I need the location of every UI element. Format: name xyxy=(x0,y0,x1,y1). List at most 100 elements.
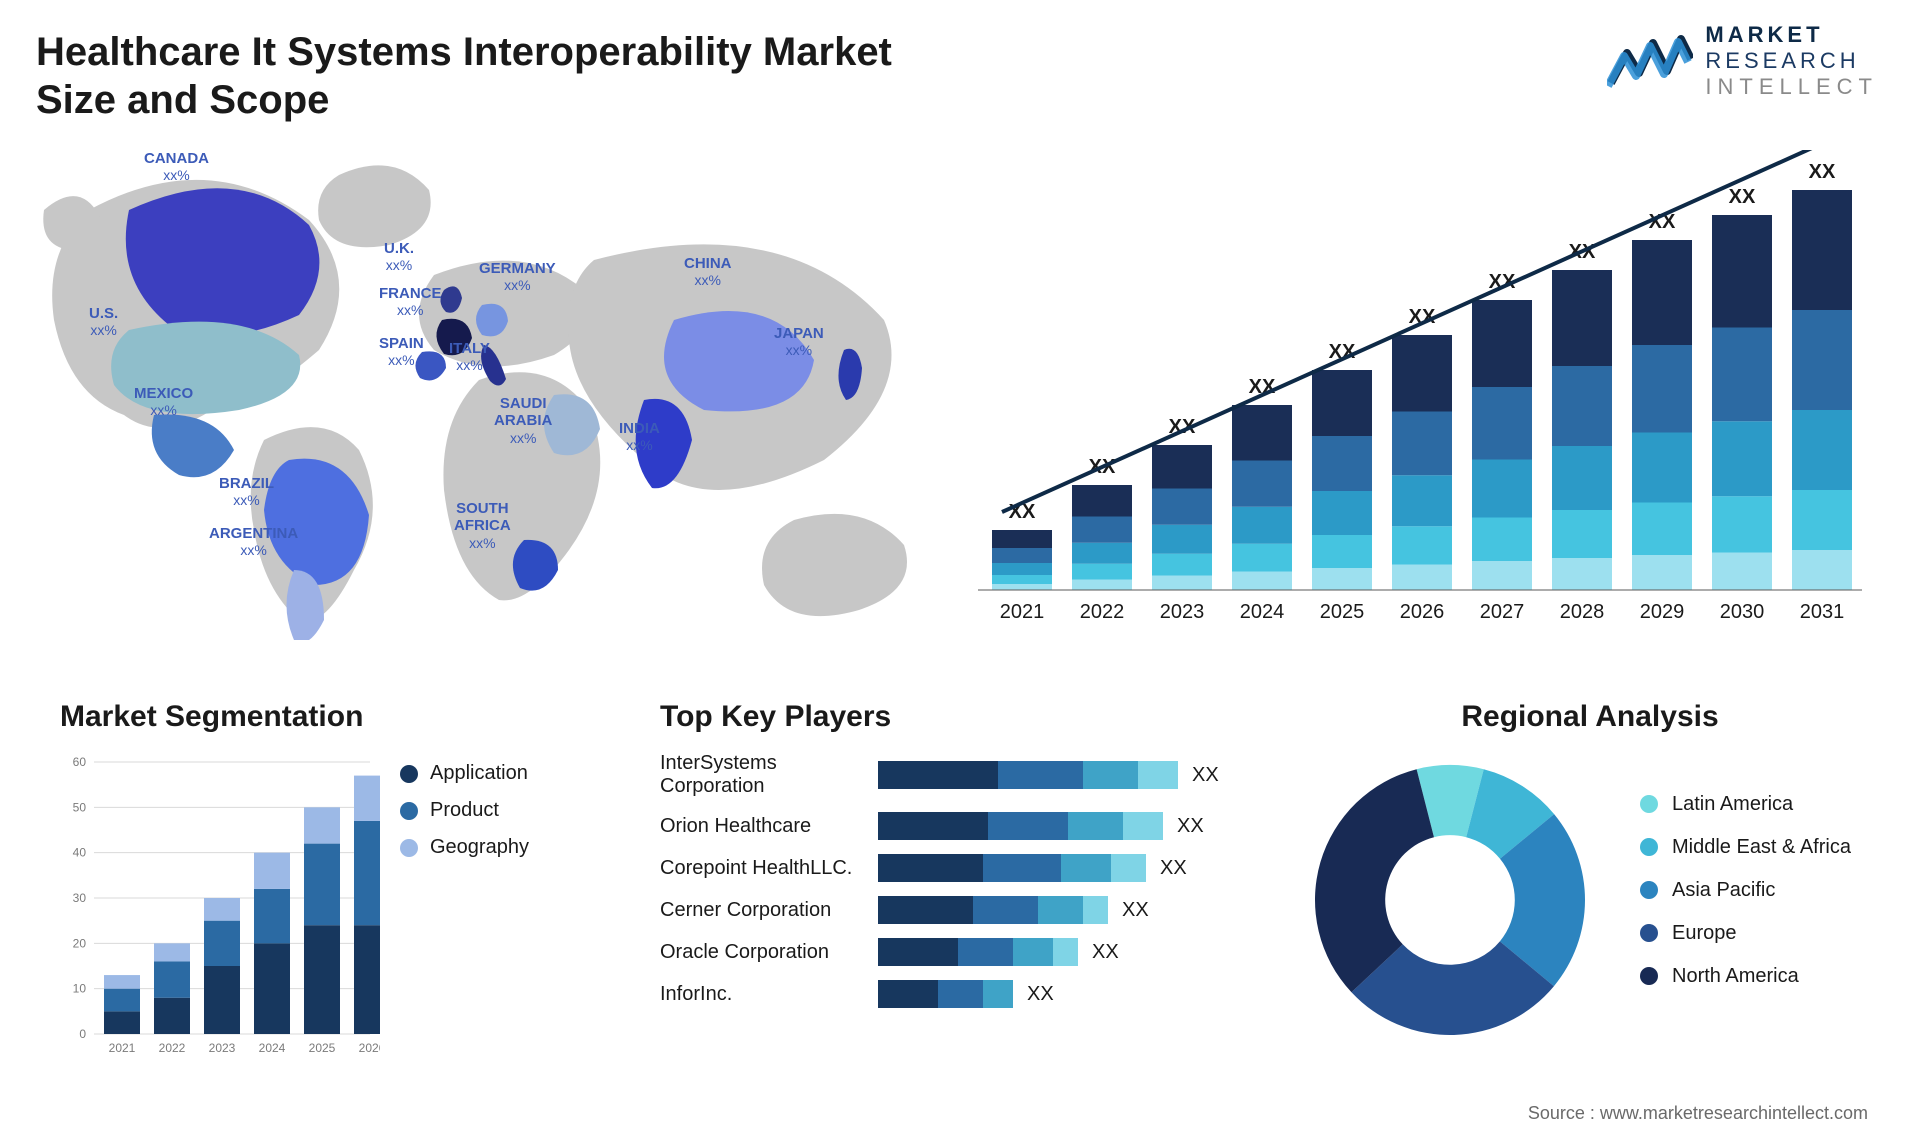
growth-chart-svg: XX2021XX2022XX2023XX2024XX2025XX2026XX20… xyxy=(962,150,1862,640)
player-bar xyxy=(878,938,1078,966)
growth-chart: XX2021XX2022XX2023XX2024XX2025XX2026XX20… xyxy=(962,150,1862,640)
page-title: Healthcare It Systems Interoperability M… xyxy=(36,28,936,124)
legend-swatch xyxy=(400,765,418,783)
legend-item: Application xyxy=(400,762,529,785)
player-name: InterSystems Corporation xyxy=(660,752,878,798)
player-name: InforInc. xyxy=(660,983,878,1006)
player-value: XX xyxy=(1192,764,1219,787)
svg-text:2021: 2021 xyxy=(1000,601,1045,623)
player-name: Orion Healthcare xyxy=(660,815,878,838)
legend-swatch xyxy=(1640,967,1658,985)
legend-item: North America xyxy=(1640,965,1851,988)
world-map-panel: CANADAxx%U.S.xx%MEXICOxx%BRAZILxx%ARGENT… xyxy=(34,140,954,640)
legend-swatch xyxy=(400,802,418,820)
player-bar xyxy=(878,812,1163,840)
regional-donut-svg xyxy=(1300,750,1600,1050)
player-row: Corepoint HealthLLC. XX xyxy=(660,854,1240,882)
svg-text:0: 0 xyxy=(79,1027,86,1041)
legend-item: Europe xyxy=(1640,922,1851,945)
svg-text:2021: 2021 xyxy=(109,1041,136,1055)
svg-text:2027: 2027 xyxy=(1480,601,1525,623)
player-row: InforInc. XX xyxy=(660,980,1240,1008)
svg-text:2026: 2026 xyxy=(359,1041,380,1055)
player-value: XX xyxy=(1177,815,1204,838)
legend-label: Asia Pacific xyxy=(1672,879,1775,902)
logo-mark-icon xyxy=(1607,33,1693,89)
segmentation-panel: Market Segmentation 0 10 20 30 40 50 60 2021 202… xyxy=(60,700,620,1067)
map-label: ARGENTINAxx% xyxy=(209,525,298,558)
svg-text:2026: 2026 xyxy=(1400,601,1445,623)
svg-text:10: 10 xyxy=(73,982,87,996)
logo-text-2: RESEARCH xyxy=(1705,48,1878,74)
legend-swatch xyxy=(1640,881,1658,899)
players-panel: Top Key Players InterSystems Corporation… xyxy=(660,700,1240,1022)
svg-text:XX: XX xyxy=(1729,186,1756,208)
map-label: U.K.xx% xyxy=(384,240,414,273)
svg-text:20: 20 xyxy=(73,936,87,950)
legend-label: North America xyxy=(1672,965,1799,988)
svg-text:2022: 2022 xyxy=(159,1041,186,1055)
svg-text:2030: 2030 xyxy=(1720,601,1765,623)
svg-text:2029: 2029 xyxy=(1640,601,1685,623)
legend-item: Product xyxy=(400,799,529,822)
legend-label: Application xyxy=(430,762,528,785)
svg-text:2023: 2023 xyxy=(1160,601,1205,623)
svg-text:2028: 2028 xyxy=(1560,601,1605,623)
svg-text:XX: XX xyxy=(1809,161,1836,183)
svg-text:2024: 2024 xyxy=(1240,601,1285,623)
svg-text:2025: 2025 xyxy=(1320,601,1365,623)
player-row: InterSystems Corporation XX xyxy=(660,752,1240,798)
svg-text:2023: 2023 xyxy=(209,1041,236,1055)
legend-item: Asia Pacific xyxy=(1640,879,1851,902)
brand-logo: MARKET RESEARCH INTELLECT xyxy=(1607,22,1878,100)
player-name: Corepoint HealthLLC. xyxy=(660,857,878,880)
legend-label: Product xyxy=(430,799,499,822)
segmentation-legend: Application Product Geography xyxy=(400,762,529,873)
logo-text-3: INTELLECT xyxy=(1705,74,1878,100)
map-label: JAPANxx% xyxy=(774,325,824,358)
segmentation-title: Market Segmentation xyxy=(60,700,620,734)
map-label: CANADAxx% xyxy=(144,150,209,183)
legend-item: Geography xyxy=(400,836,529,859)
regional-legend: Latin America Middle East & Africa Asia Pa… xyxy=(1640,793,1851,1008)
player-row: Orion Healthcare XX xyxy=(660,812,1240,840)
legend-swatch xyxy=(1640,838,1658,856)
player-value: XX xyxy=(1122,899,1149,922)
legend-item: Middle East & Africa xyxy=(1640,836,1851,859)
segmentation-chart-svg: 0 10 20 30 40 50 60 2021 2022 2023 2024 2025 2026 xyxy=(60,752,380,1062)
map-label: MEXICOxx% xyxy=(134,385,193,418)
player-name: Cerner Corporation xyxy=(660,899,878,922)
svg-text:50: 50 xyxy=(73,800,87,814)
source-text: Source : www.marketresearchintellect.com xyxy=(1528,1103,1868,1124)
map-label: GERMANYxx% xyxy=(479,260,556,293)
map-label: SOUTHAFRICAxx% xyxy=(454,500,511,551)
legend-label: Middle East & Africa xyxy=(1672,836,1851,859)
player-value: XX xyxy=(1027,983,1054,1006)
player-bar xyxy=(878,896,1108,924)
map-label: U.S.xx% xyxy=(89,305,118,338)
map-label: FRANCExx% xyxy=(379,285,442,318)
players-title: Top Key Players xyxy=(660,700,1240,734)
player-value: XX xyxy=(1160,857,1187,880)
map-label: SPAINxx% xyxy=(379,335,424,368)
legend-swatch xyxy=(1640,795,1658,813)
player-row: Cerner Corporation XX xyxy=(660,896,1240,924)
svg-text:2024: 2024 xyxy=(259,1041,286,1055)
svg-text:30: 30 xyxy=(73,891,87,905)
regional-title: Regional Analysis xyxy=(1300,700,1880,734)
map-label: CHINAxx% xyxy=(684,255,732,288)
legend-label: Europe xyxy=(1672,922,1737,945)
legend-swatch xyxy=(400,839,418,857)
logo-text-1: MARKET xyxy=(1705,22,1878,48)
svg-text:40: 40 xyxy=(73,846,87,860)
map-label: INDIAxx% xyxy=(619,420,660,453)
svg-text:2025: 2025 xyxy=(309,1041,336,1055)
regional-panel: Regional Analysis Latin America Middle Ea… xyxy=(1300,700,1880,1050)
player-bar xyxy=(878,980,1013,1008)
legend-label: Latin America xyxy=(1672,793,1793,816)
svg-text:60: 60 xyxy=(73,755,87,769)
svg-text:2031: 2031 xyxy=(1800,601,1845,623)
legend-item: Latin America xyxy=(1640,793,1851,816)
player-name: Oracle Corporation xyxy=(660,941,878,964)
legend-swatch xyxy=(1640,924,1658,942)
